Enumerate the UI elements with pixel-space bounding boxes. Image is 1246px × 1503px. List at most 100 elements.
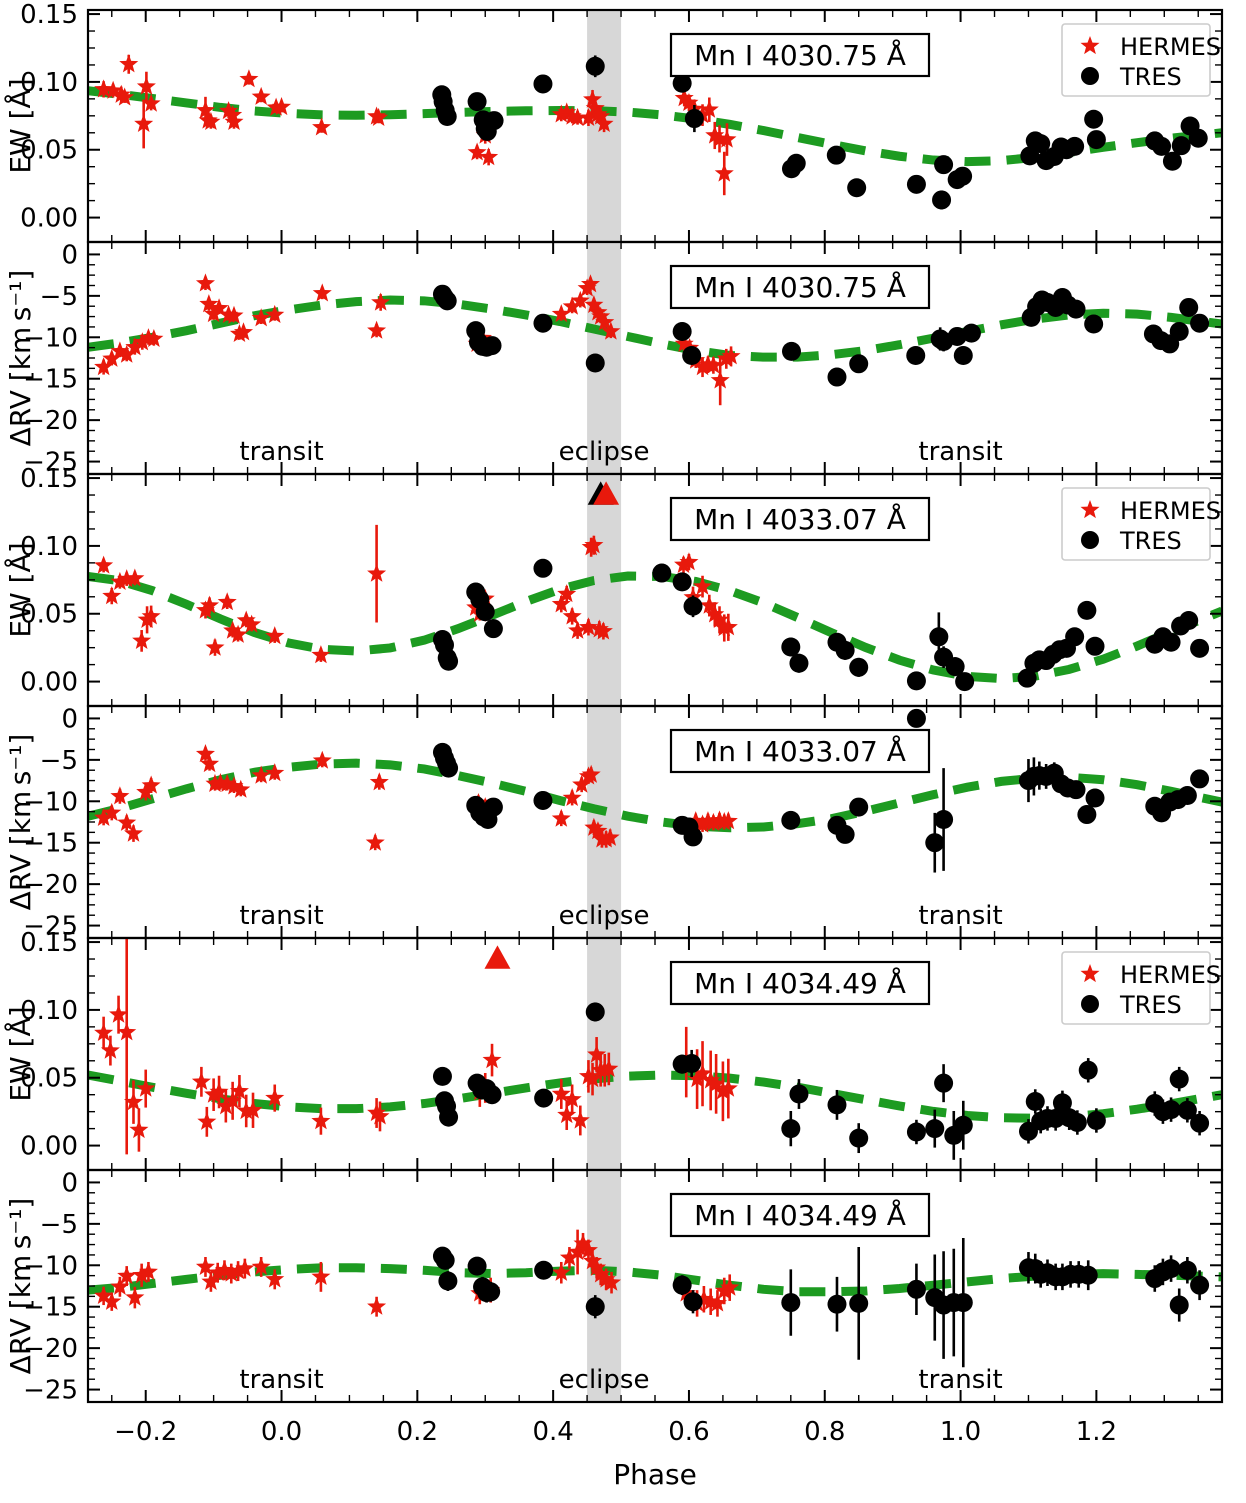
data-point-hermes (132, 332, 152, 351)
data-point-hermes (103, 80, 123, 99)
data-point-tres (781, 341, 801, 361)
data-point-hermes (674, 333, 694, 352)
data-point-hermes (714, 1280, 734, 1300)
legend-label: HERMES (1120, 497, 1221, 525)
data-point-hermes (209, 298, 229, 317)
series-tres-panel3 (432, 558, 1210, 692)
panel-title-box (669, 32, 931, 78)
data-point-hermes (205, 637, 225, 656)
data-point-hermes (583, 89, 603, 108)
data-point-hermes (144, 328, 164, 348)
legend-box[interactable] (1061, 23, 1211, 97)
legend-marker-tres (1081, 67, 1099, 85)
data-point-tres (1077, 600, 1097, 620)
data-point-hermes (115, 87, 135, 106)
data-point-hermes (123, 823, 144, 842)
data-point-tres (1085, 636, 1105, 656)
data-point-hermes (369, 772, 389, 791)
series-hermes-panel4 (94, 744, 738, 851)
data-point-tres (934, 155, 954, 175)
y-tick-label: 0 (61, 1168, 78, 1198)
data-point-hermes (117, 344, 137, 363)
phase-annotation-transit: transit (239, 901, 323, 931)
y-tick-label: 0.05 (20, 136, 78, 166)
data-point-hermes (231, 779, 251, 798)
data-point-hermes (265, 1088, 285, 1107)
data-point-hermes (578, 107, 598, 126)
y-tick-label: 0.15 (20, 464, 78, 494)
data-point-tres (835, 824, 855, 844)
data-point-hermes (195, 273, 215, 292)
data-point-hermes (578, 1240, 598, 1259)
data-point-hermes (693, 1063, 713, 1082)
data-point-tres (827, 1294, 847, 1314)
data-point-hermes (583, 1251, 603, 1270)
data-point-tres (929, 627, 949, 647)
data-point-tres (953, 166, 973, 186)
y-tick-label: 0.15 (20, 0, 78, 30)
data-point-tres (1171, 136, 1191, 156)
data-point-tres (533, 558, 553, 578)
panel-frame (86, 472, 1224, 708)
data-point-hermes (570, 1110, 590, 1129)
data-point-hermes (311, 1111, 331, 1130)
data-point-hermes (251, 308, 271, 327)
data-point-hermes (718, 811, 738, 830)
data-point-hermes (674, 554, 694, 573)
legend-box[interactable] (1061, 951, 1211, 1025)
data-point-hermes (705, 125, 725, 144)
data-point-hermes (705, 604, 725, 623)
data-point-tres (945, 657, 965, 677)
data-point-tres (534, 1260, 554, 1280)
data-point-tres (585, 56, 605, 76)
y-tick-label: −5 (40, 1210, 78, 1240)
y-tick-label: 0.10 (20, 532, 78, 562)
panel-title: Mn I 4033.07 Å (694, 734, 906, 768)
data-point-hermes (123, 1092, 144, 1111)
y-tick-label: −15 (23, 829, 78, 859)
series-tres-panel4 (432, 708, 1210, 873)
panel-title-box (669, 960, 931, 1006)
phase-annotation-eclipse: eclipse (559, 437, 650, 467)
data-point-tres (1052, 1093, 1072, 1113)
y-tick-label: −5 (40, 746, 78, 776)
data-point-hermes (119, 54, 139, 73)
data-point-hermes (699, 99, 719, 118)
panel-panel3: 0.00 0.05 0.10 0.15 EW [Å] Mn I 4033.07 Å HERM… (3, 464, 1224, 708)
data-point-hermes (204, 304, 224, 323)
data-point-tres (953, 1115, 973, 1135)
y-tick-label: −20 (23, 870, 78, 900)
data-point-tres (906, 671, 926, 691)
phase-annotation-transit: transit (918, 437, 1002, 467)
y-axis-label: ΔRV [km s⁻¹] (4, 734, 37, 911)
data-point-tres (1177, 785, 1197, 805)
data-point-hermes (251, 86, 271, 105)
data-point-tres (847, 178, 867, 198)
data-point-hermes (703, 355, 723, 374)
panel-title-box (669, 728, 931, 774)
data-point-hermes (551, 104, 571, 123)
data-point-hermes (117, 1022, 137, 1041)
data-point-hermes (557, 102, 577, 121)
data-point-hermes (223, 105, 243, 124)
legend-box[interactable] (1061, 487, 1211, 561)
data-point-tres (533, 790, 553, 810)
data-point-tres (934, 810, 954, 830)
data-point-hermes (562, 1089, 582, 1108)
data-point-hermes (365, 832, 385, 851)
data-point-hermes (717, 129, 737, 148)
data-point-hermes (138, 1261, 158, 1280)
data-point-hermes (265, 304, 285, 323)
data-point-tres (1086, 130, 1106, 150)
data-point-hermes (593, 621, 613, 640)
data-point-tres (906, 708, 926, 728)
data-point-hermes (587, 1044, 607, 1063)
data-point-tres (467, 92, 487, 112)
data-point-tres (1169, 1069, 1189, 1089)
data-point-hermes (710, 370, 730, 389)
panel-title: Mn I 4034.49 Å (694, 1198, 906, 1232)
data-point-hermes (557, 1105, 577, 1124)
data-point-hermes (134, 113, 154, 133)
phase-annotation-transit: transit (918, 1365, 1002, 1395)
data-point-hermes (686, 811, 706, 830)
